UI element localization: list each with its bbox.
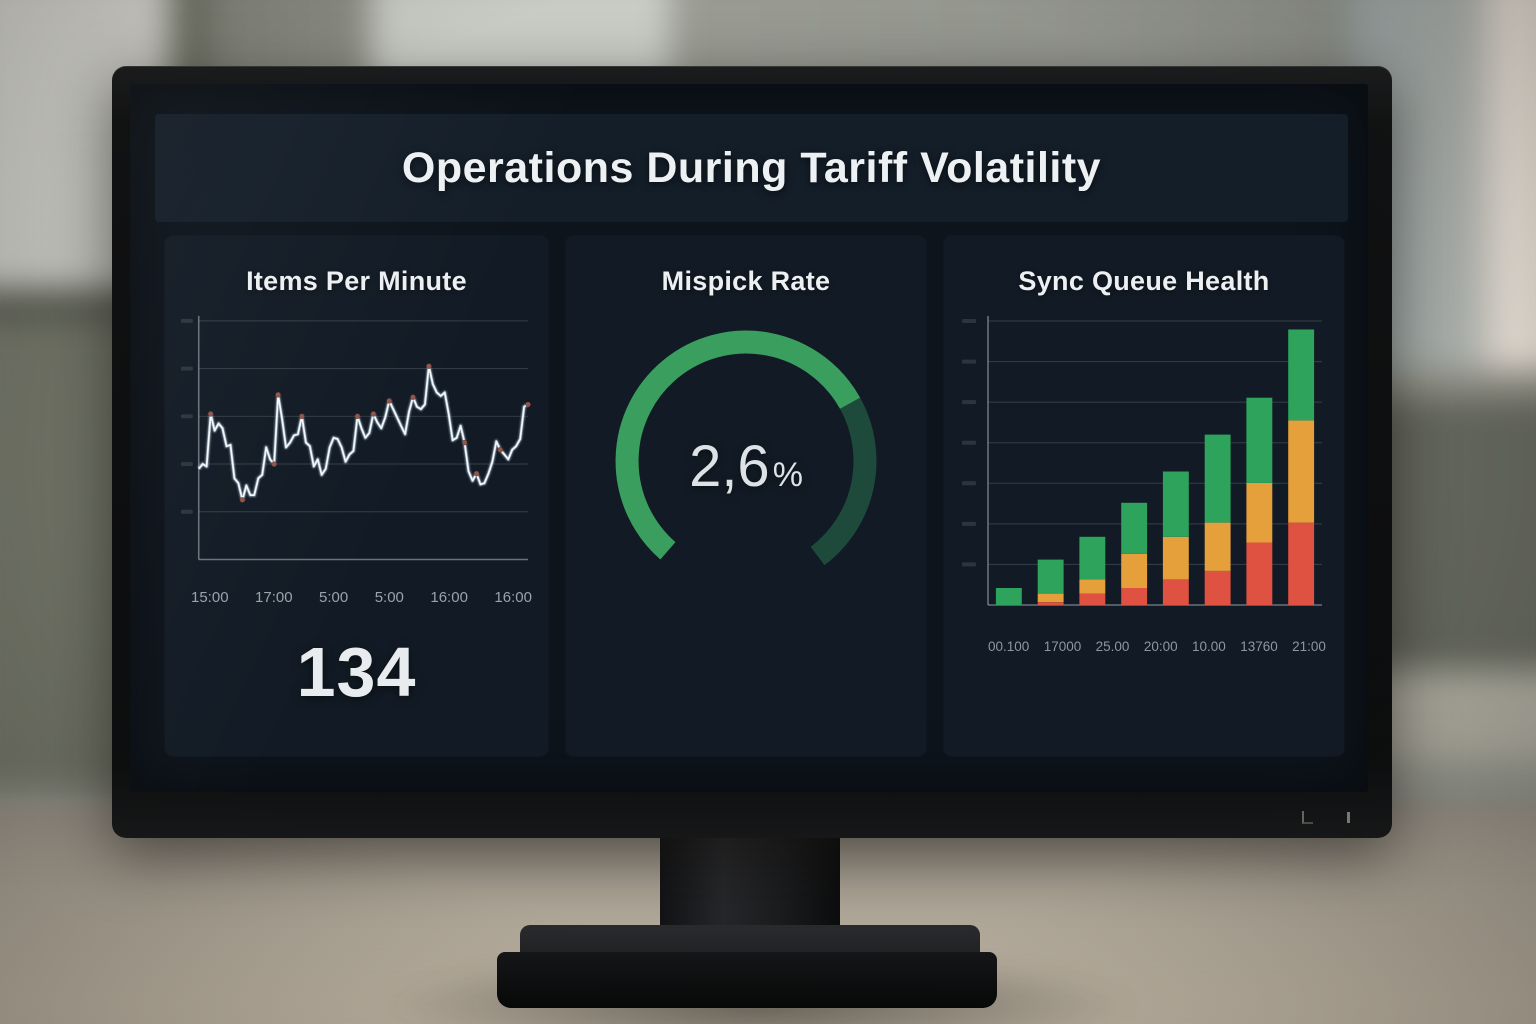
gauge-value: 2,6 % — [606, 433, 886, 500]
panel-items-per-minute: Items Per Minute 15:00 17:00 5:00 5:00 16:00… — [165, 236, 548, 756]
x-tick-label: 17000 — [1043, 639, 1082, 654]
panel-title-mispick-rate: Mispick Rate — [661, 266, 831, 296]
panel-title-items-per-minute: Items Per Minute — [246, 266, 467, 296]
items-per-minute-value: 134 — [296, 633, 417, 712]
gauge-arc — [615, 330, 877, 566]
x-tick-label: 20:00 — [1143, 639, 1178, 654]
bar-chart-x-axis-labels: 00.100 17000 25.00 20:00 10.00 13760 21:00 — [958, 633, 1330, 654]
items-per-minute-line-chart — [180, 315, 531, 561]
x-tick-label: 16:00 — [494, 589, 532, 607]
x-tick-label: 13760 — [1240, 639, 1278, 654]
monitor: Operations During Tariff Volatility Item… — [112, 66, 1392, 838]
x-tick-label: 25.00 — [1095, 639, 1130, 654]
sync-queue-stacked-bar-chart — [962, 316, 1322, 606]
x-tick-label: 15:00 — [191, 589, 229, 607]
mispick-gauge: 2,6 % — [606, 315, 886, 605]
dashboard-title: Operations During Tariff Volatility — [401, 143, 1102, 192]
power-led-icon — [1347, 812, 1350, 823]
x-tick-label: 10.00 — [1192, 639, 1226, 654]
x-tick-label: 5:00 — [319, 589, 349, 607]
monitor-chin-indicators — [1302, 811, 1350, 824]
monitor-stand-neck — [660, 830, 840, 940]
monitor-stand-base-front — [497, 952, 997, 1008]
dashboard-header: Operations During Tariff Volatility — [155, 114, 1348, 222]
x-tick-label: 5:00 — [374, 589, 404, 607]
x-tick-label: 17:00 — [255, 589, 293, 607]
panel-sync-queue-health: Sync Queue Health 00.100 17000 25.00 20:00 1… — [944, 236, 1344, 756]
bar-chart-block: 00.100 17000 25.00 20:00 10.00 13760 21:00 — [944, 311, 1344, 654]
bezel-label-icon — [1302, 811, 1313, 824]
x-tick-label: 21:00 — [1292, 639, 1326, 654]
dashboard-screen: Operations During Tariff Volatility Item… — [130, 84, 1368, 792]
x-tick-label: 16:00 — [430, 589, 468, 607]
line-chart-x-axis-labels: 15:00 17:00 5:00 5:00 16:00 16:00 — [179, 585, 534, 606]
gauge-value-number: 2,6 — [689, 434, 770, 499]
line-chart-block: 15:00 17:00 5:00 5:00 16:00 16:00 — [165, 311, 548, 606]
panels-row: Items Per Minute 15:00 17:00 5:00 5:00 16:00… — [165, 236, 1344, 756]
gauge-value-percent-sign: % — [772, 456, 803, 494]
panel-mispick-rate: Mispick Rate 2,6 % — [566, 236, 926, 756]
panel-title-sync-queue-health: Sync Queue Health — [1018, 266, 1270, 296]
x-tick-label: 00.100 — [988, 639, 1030, 654]
